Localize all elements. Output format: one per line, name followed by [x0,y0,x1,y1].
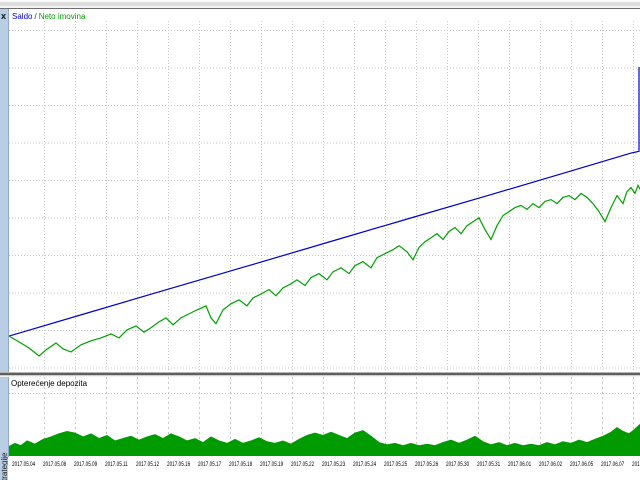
x-axis-label: 2017.06.02 [539,460,563,468]
x-axis-label: 2017.05.22 [291,460,315,468]
x-axis-label: 2017.05.09 [74,460,98,468]
x-axis-label: 2017.05.19 [260,460,284,468]
tester-panel-strip: x Tester strategije [0,9,9,480]
x-axis-label: 2017.06.01 [508,460,532,468]
x-axis-label: 2017.05.08 [43,460,67,468]
x-axis-label: 2017.06.05 [570,460,594,468]
x-axis: 2017.05.04 2017.05.08 2017.05.09 2017.05.11… [8,457,640,480]
deposit-load-plot [9,377,640,456]
x-axis-label: 2017.05.18 [229,460,253,468]
legend-separator: / [34,12,37,21]
balance-line [9,67,640,337]
equity-line [9,183,640,357]
x-axis-label: 2017.05.31 [477,460,501,468]
x-axis-label: 2017.05.16 [167,460,191,468]
legend-equity-label: Neto imovina [38,12,86,21]
x-axis-label: 2017.06.08 [632,460,640,468]
x-axis-label: 2017.05.25 [384,460,408,468]
x-axis-label: 2017.06.07 [601,460,625,468]
chart-legend: Saldo / Neto imovina [12,12,85,21]
balance-equity-chart: Saldo / Neto imovina [9,9,640,372]
legend-balance-label: Saldo [12,12,33,21]
deposit-load-area [9,423,640,456]
panel-divider [0,372,640,377]
window-top-edge [0,0,640,9]
deposit-load-chart: Opterećenje depozita [9,377,640,456]
x-axis-label: 2017.05.17 [198,460,222,468]
x-axis-label: 2017.05.11 [105,460,128,468]
x-axis-label: 2017.05.23 [322,460,346,468]
x-axis-label: 2017.05.30 [446,460,470,468]
x-axis-label: 2017.05.04 [12,460,36,468]
x-axis-label: 2017.05.24 [353,460,377,468]
x-axis-label: 2017.05.26 [415,460,439,468]
x-axis-label: 2017.05.12 [136,460,160,468]
balance-equity-plot [9,21,640,372]
close-icon[interactable]: x [1,11,7,21]
deposit-load-title: Opterećenje depozita [11,379,88,388]
